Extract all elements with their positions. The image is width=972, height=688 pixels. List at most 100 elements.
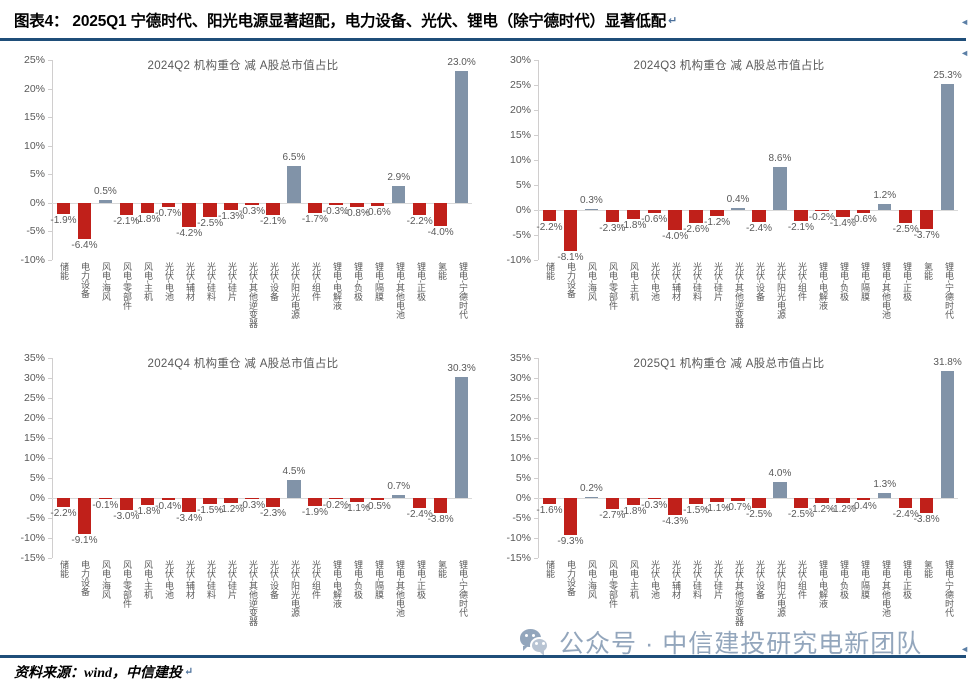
bar[interactable] [605, 210, 620, 222]
bar-slot[interactable]: -2.5% [746, 358, 772, 558]
bar[interactable] [224, 498, 238, 503]
bar[interactable] [668, 210, 682, 230]
bar[interactable] [287, 480, 301, 498]
bar-slot[interactable]: -1.2% [704, 60, 730, 260]
bar-slot[interactable]: 2.9% [387, 60, 410, 260]
bar[interactable] [689, 498, 703, 504]
bar-slot[interactable]: -1.1% [344, 358, 370, 558]
bar[interactable] [266, 498, 280, 508]
bar[interactable] [898, 210, 913, 223]
bar[interactable] [836, 210, 850, 217]
bar-slot[interactable]: -3.0% [113, 358, 139, 558]
bar-slot[interactable]: -4.0% [662, 60, 688, 260]
bar-slot[interactable]: -1.9% [302, 358, 328, 558]
bar-slot[interactable]: 0.5% [94, 60, 117, 260]
bar[interactable] [626, 210, 640, 219]
bar-slot[interactable]: 0.3% [580, 60, 603, 260]
bar[interactable] [161, 202, 175, 207]
bar-slot[interactable]: 1.3% [873, 358, 896, 558]
bar[interactable] [182, 498, 196, 512]
bar[interactable] [371, 498, 385, 500]
bar[interactable] [412, 202, 427, 216]
bar-slot[interactable]: -2.5% [788, 358, 814, 558]
bar[interactable] [433, 202, 448, 226]
bar[interactable] [77, 202, 92, 240]
bar[interactable] [308, 498, 322, 506]
bar-slot[interactable]: -0.6% [851, 60, 877, 260]
bar[interactable] [56, 202, 71, 214]
bar[interactable] [203, 202, 217, 218]
bar-slot[interactable]: -2.1% [260, 60, 286, 260]
bar[interactable] [919, 498, 934, 514]
bar[interactable] [647, 210, 661, 213]
bar[interactable] [56, 498, 71, 507]
bar-slot[interactable]: -4.3% [662, 358, 688, 558]
bar-slot[interactable]: -4.0% [428, 60, 454, 260]
bar-slot[interactable]: -0.7% [155, 60, 181, 260]
bar-slot[interactable]: 31.8% [933, 357, 962, 558]
bar-slot[interactable]: 30.3% [447, 358, 476, 558]
bar-slot[interactable]: -1.8% [620, 358, 646, 558]
bar[interactable] [542, 210, 557, 221]
bar[interactable] [140, 498, 154, 506]
bar-slot[interactable]: -0.3% [239, 358, 265, 558]
bar-slot[interactable]: 23.0% [447, 57, 476, 260]
bar-slot[interactable]: -1.9% [50, 60, 77, 260]
bar[interactable] [350, 202, 364, 208]
bar[interactable] [752, 210, 766, 222]
bar[interactable] [731, 498, 745, 501]
bar[interactable] [878, 204, 892, 210]
bar[interactable] [203, 498, 217, 504]
bar[interactable] [731, 208, 745, 210]
bar-slot[interactable]: -1.1% [704, 358, 730, 558]
bar-slot[interactable]: 0.7% [387, 358, 410, 558]
bar[interactable] [182, 202, 196, 227]
bar-slot[interactable]: 8.6% [769, 60, 791, 260]
bar-slot[interactable]: -1.7% [302, 60, 328, 260]
bar-slot[interactable]: -2.3% [260, 358, 286, 558]
bar[interactable] [605, 498, 620, 509]
bar[interactable] [454, 71, 469, 203]
bar-slot[interactable]: -6.4% [71, 60, 97, 260]
bar[interactable] [940, 370, 955, 498]
bar[interactable] [392, 495, 406, 498]
bar[interactable] [287, 165, 301, 203]
bar[interactable] [140, 202, 154, 214]
bar[interactable] [308, 202, 322, 213]
bar-slot[interactable]: -3.7% [914, 60, 940, 260]
bar[interactable] [794, 498, 808, 508]
bar-slot[interactable]: -2.4% [407, 358, 433, 558]
bar[interactable] [98, 200, 113, 203]
bar-slot[interactable]: -1.5% [197, 358, 223, 558]
bar-slot[interactable]: -2.5% [893, 60, 919, 260]
bar[interactable] [77, 498, 92, 535]
bar[interactable] [245, 498, 259, 500]
bar-slot[interactable]: -0.8% [344, 60, 370, 260]
bar[interactable] [412, 498, 427, 508]
bar-slot[interactable]: -0.6% [365, 60, 391, 260]
bar[interactable] [542, 498, 557, 505]
bar-slot[interactable]: 0.2% [580, 358, 603, 558]
bar[interactable] [689, 210, 703, 223]
bar-slot[interactable]: -0.4% [851, 358, 877, 558]
bar-slot[interactable]: -2.1% [788, 60, 814, 260]
bar-slot[interactable]: -2.2% [536, 60, 563, 260]
bar-slot[interactable]: -0.3% [239, 60, 265, 260]
bar-slot[interactable]: -2.7% [599, 358, 625, 558]
bar[interactable] [815, 210, 829, 212]
bar[interactable] [898, 498, 913, 508]
bar-slot[interactable]: -1.8% [620, 60, 646, 260]
bar-slot[interactable]: -2.6% [683, 60, 709, 260]
bar-slot[interactable]: 6.5% [283, 60, 305, 260]
bar[interactable] [119, 498, 134, 510]
bar[interactable] [584, 497, 599, 499]
bar[interactable] [161, 498, 175, 500]
bar[interactable] [563, 210, 578, 251]
bar[interactable] [710, 210, 724, 216]
bar[interactable] [392, 186, 406, 203]
bar-slot[interactable]: -2.2% [407, 60, 433, 260]
bar-slot[interactable]: -1.2% [809, 358, 835, 558]
bar-slot[interactable]: -1.8% [134, 60, 160, 260]
bar-slot[interactable]: -0.3% [641, 358, 667, 558]
bar-slot[interactable]: 4.5% [283, 358, 305, 558]
